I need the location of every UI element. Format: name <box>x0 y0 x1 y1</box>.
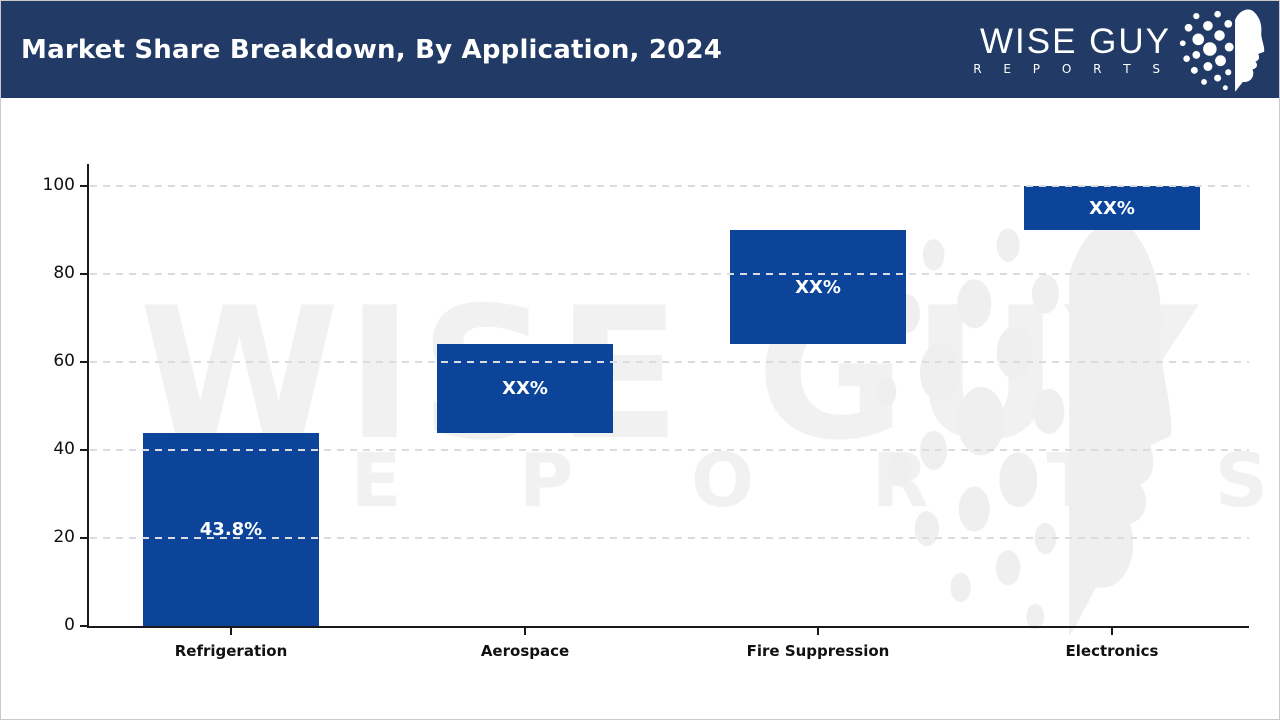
bar-value-label: 43.8% <box>199 519 263 541</box>
y-tick-label-20: 20 <box>53 527 75 547</box>
bar-electronics: XX% <box>1024 186 1200 230</box>
bar-fire-suppression: XX% <box>730 230 906 345</box>
watermark-head-icon <box>875 221 1172 637</box>
y-tick-mark-100 <box>80 185 88 187</box>
logo-head-icon <box>1179 9 1265 92</box>
y-tick-label-40: 40 <box>53 439 75 459</box>
gridline-40 <box>90 449 1249 451</box>
bar-aerospace: XX% <box>437 344 613 434</box>
y-tick-label-0: 0 <box>64 615 75 635</box>
x-tick-mark-1 <box>524 628 526 635</box>
bar-refrigeration: 43.8% <box>143 433 319 626</box>
y-tick-label-100: 100 <box>42 175 75 195</box>
y-tick-mark-20 <box>80 537 88 539</box>
bar-value-label: XX% <box>1089 197 1135 219</box>
bar-value-label: XX% <box>795 276 841 298</box>
y-tick-mark-40 <box>80 449 88 451</box>
wise-guy-logo: WISE GUY R E P O R T S <box>973 6 1267 94</box>
x-tick-mark-0 <box>230 628 232 635</box>
chart-area: WISE GUY R E P O R T S 43.8% XX% XX% XX% 0 20… <box>1 98 1279 718</box>
x-category-label-3: Electronics <box>1065 642 1159 660</box>
gridline-100 <box>90 185 1249 187</box>
x-category-label-2: Fire Suppression <box>746 642 890 660</box>
gridline-20 <box>90 537 1249 539</box>
gridline-60 <box>90 361 1249 363</box>
y-tick-mark-0 <box>80 625 88 627</box>
bar-value-label: XX% <box>502 378 548 400</box>
y-tick-mark-80 <box>80 273 88 275</box>
page-title: Market Share Breakdown, By Application, … <box>21 34 723 65</box>
y-tick-label-60: 60 <box>53 351 75 371</box>
logo-wordmark-line2: R E P O R T S <box>973 61 1169 76</box>
y-axis-line <box>87 164 89 628</box>
header: Market Share Breakdown, By Application, … <box>1 1 1279 98</box>
x-tick-mark-2 <box>817 628 819 635</box>
y-tick-mark-60 <box>80 361 88 363</box>
logo-wordmark: WISE GUY R E P O R T S <box>973 24 1171 76</box>
x-category-label-0: Refrigeration <box>174 642 288 660</box>
gridline-80 <box>90 273 1249 275</box>
logo-wordmark-line1: WISE GUY <box>979 21 1171 61</box>
x-tick-mark-3 <box>1111 628 1113 635</box>
y-tick-label-80: 80 <box>53 263 75 283</box>
x-category-label-1: Aerospace <box>480 642 570 660</box>
x-axis-line <box>87 626 1249 628</box>
